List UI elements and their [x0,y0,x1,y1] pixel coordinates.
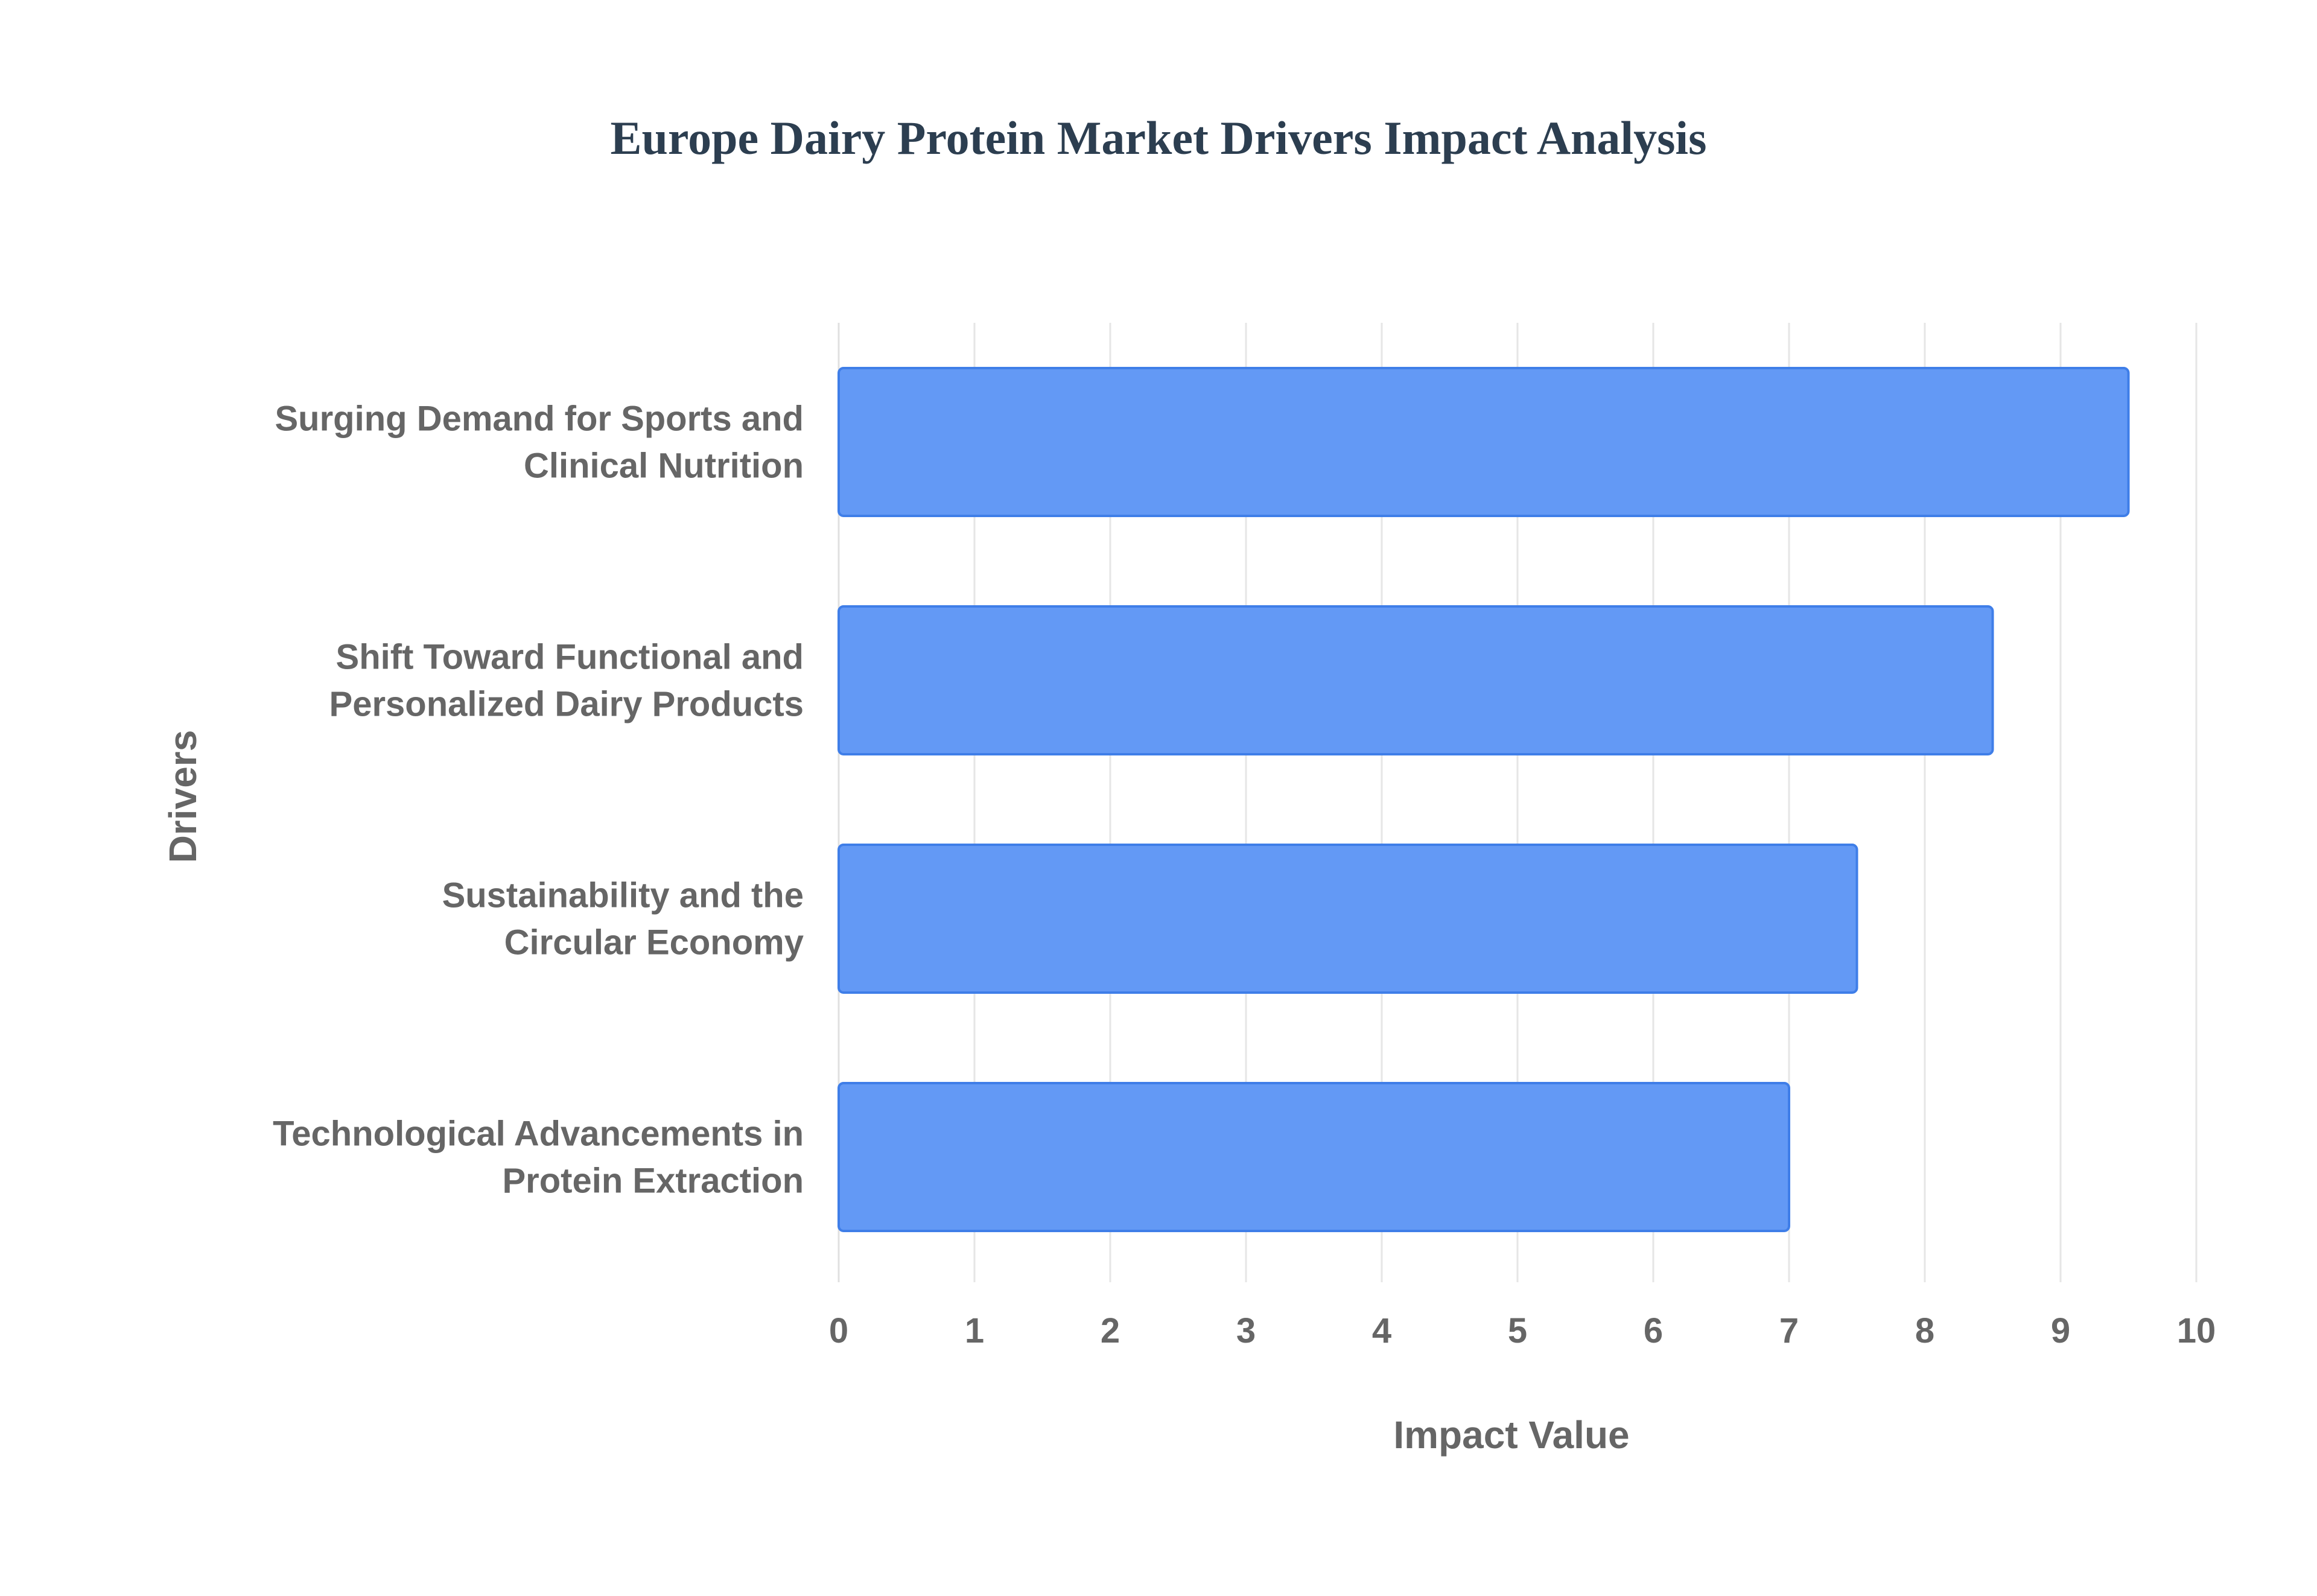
x-tick-label: 9 [2051,1311,2070,1350]
bar[interactable] [837,605,1994,755]
x-axis-title: Impact Value [1393,1413,1629,1457]
category-label-line: Personalized Dairy Products [329,685,804,724]
y-axis-title: Drivers [161,730,205,863]
category-label-line: Shift Toward Functional and [336,638,804,677]
category-label-line: Technological Advancements in [273,1114,804,1154]
x-tick-label: 7 [1779,1311,1799,1350]
bar[interactable] [837,367,2130,517]
x-tick-label: 1 [965,1311,984,1350]
category-label: Sustainability and the Circular Economy [442,876,804,962]
category-label-line: Surging Demand for Sports and [275,399,804,439]
category-label: Surging Demand for Sports and Clinical Nu… [275,399,804,486]
x-tick-label: 2 [1101,1311,1120,1350]
x-tick-label: 10 [2177,1311,2216,1350]
x-tick-label: 6 [1644,1311,1663,1350]
category-label-line: Protein Extraction [502,1162,804,1201]
x-tick-label: 3 [1236,1311,1256,1350]
bars [837,367,2130,1232]
x-tick-label: 0 [829,1311,848,1350]
category-label: Technological Advancements in Protein Ext… [273,1114,804,1201]
x-tick-labels: 0 1 2 3 4 5 6 7 8 9 10 [829,1311,2216,1350]
category-label-line: Sustainability and the [442,876,804,915]
chart-title: Europe Dairy Protein Market Drivers Impa… [611,112,1707,164]
category-label: Shift Toward Functional and Personalized … [329,638,804,724]
bar[interactable] [837,844,1858,994]
x-tick-label: 8 [1915,1311,1934,1350]
x-tick-label: 5 [1508,1311,1527,1350]
bar[interactable] [837,1082,1790,1232]
category-label-line: Circular Economy [504,923,804,962]
category-label-line: Clinical Nutrition [524,447,804,486]
x-tick-label: 4 [1372,1311,1391,1350]
category-labels: Surging Demand for Sports and Clinical Nu… [273,399,804,1201]
